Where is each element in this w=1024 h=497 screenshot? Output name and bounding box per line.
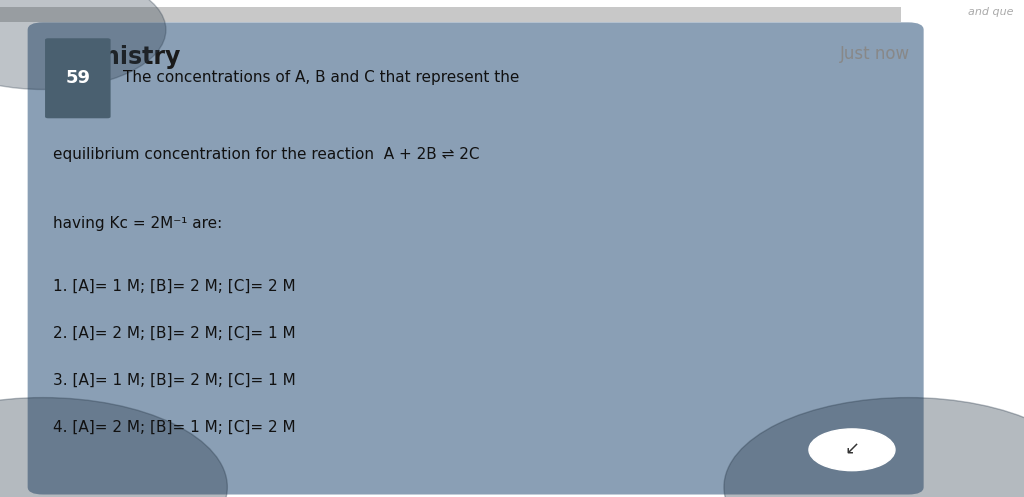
Text: equilibrium concentration for the reaction  A + 2B ⇌ 2C: equilibrium concentration for the reacti… [53, 147, 480, 162]
Text: Chemistry: Chemistry [46, 45, 181, 69]
Circle shape [724, 398, 1024, 497]
Text: 4. [A]= 2 M; [B]= 1 M; [C]= 2 M: 4. [A]= 2 M; [B]= 1 M; [C]= 2 M [53, 420, 296, 435]
Circle shape [809, 429, 895, 471]
Text: 2. [A]= 2 M; [B]= 2 M; [C]= 1 M: 2. [A]= 2 M; [B]= 2 M; [C]= 1 M [53, 326, 296, 340]
Circle shape [0, 0, 166, 89]
Text: ↙: ↙ [845, 441, 859, 459]
Text: having Kᴄ = 2M⁻¹ are:: having Kᴄ = 2M⁻¹ are: [53, 216, 222, 231]
Text: and que: and que [969, 7, 1014, 17]
FancyBboxPatch shape [0, 7, 901, 22]
Text: 59: 59 [66, 69, 90, 87]
Text: 3. [A]= 1 M; [B]= 2 M; [C]= 1 M: 3. [A]= 1 M; [B]= 2 M; [C]= 1 M [53, 373, 296, 388]
FancyBboxPatch shape [28, 22, 924, 495]
FancyBboxPatch shape [45, 38, 111, 118]
Circle shape [0, 398, 227, 497]
Text: The concentrations of A, B and C that represent the: The concentrations of A, B and C that re… [123, 70, 519, 84]
Text: 1. [A]= 1 M; [B]= 2 M; [C]= 2 M: 1. [A]= 1 M; [B]= 2 M; [C]= 2 M [53, 278, 296, 293]
Text: Just now: Just now [840, 45, 909, 63]
